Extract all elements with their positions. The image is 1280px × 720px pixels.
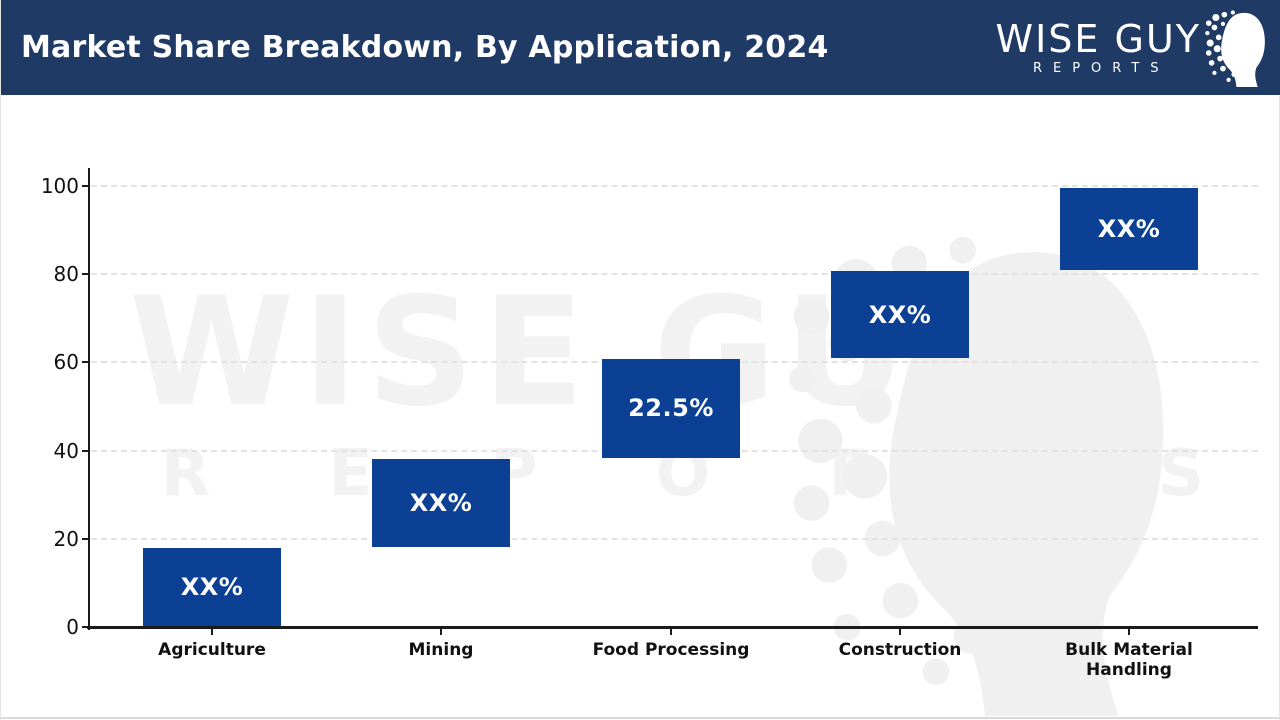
bar-construction: XX%: [831, 271, 969, 358]
bar-value-label: XX%: [180, 573, 244, 602]
x-category-label: Bulk Material Handling: [1065, 640, 1193, 681]
bar-mining: XX%: [372, 458, 510, 547]
y-tick-mark: [82, 537, 89, 540]
y-tick-mark: [82, 626, 89, 628]
bar-food-processing: 22.5%: [602, 358, 740, 459]
y-axis-line: [88, 168, 90, 630]
gridline: [91, 185, 1258, 187]
x-tick-mark: [899, 629, 901, 635]
y-tick-label: 60: [53, 350, 79, 375]
x-tick-mark: [1128, 629, 1130, 635]
y-tick-label: 0: [66, 615, 79, 639]
y-tick-mark: [82, 273, 89, 276]
bar-value-label: 22.5%: [628, 394, 714, 423]
bar-value-label: XX%: [868, 300, 932, 329]
wise-guy-logo: WISE GUY REPORTS: [996, 9, 1267, 87]
bottom-divider: [1, 717, 1279, 719]
x-category-label: Mining: [408, 640, 474, 660]
gridline: [91, 537, 1258, 540]
y-tick-mark: [82, 449, 89, 452]
gridline: [91, 273, 1258, 276]
x-tick-mark: [440, 629, 442, 635]
x-tick-mark: [670, 629, 672, 635]
x-category-label: Food Processing: [592, 640, 750, 660]
bar-value-label: XX%: [1097, 214, 1161, 243]
x-category-label: Construction: [838, 640, 962, 660]
bar-agriculture: XX%: [143, 547, 281, 627]
x-category-label: Agriculture: [158, 640, 266, 660]
y-tick-mark: [82, 361, 89, 364]
page-title: Market Share Breakdown, By Application, …: [21, 30, 829, 65]
logo-wordmark: WISE GUY: [995, 17, 1201, 61]
x-axis-line: [87, 626, 1258, 629]
bar-value-label: XX%: [409, 488, 473, 517]
y-tick-label: 20: [53, 526, 79, 551]
bar-bulk-material-handling: XX%: [1060, 187, 1198, 271]
y-tick-label: 100: [40, 174, 79, 198]
y-tick-label: 80: [53, 262, 79, 287]
y-tick-mark: [82, 185, 89, 187]
logo-text: WISE GUY REPORTS: [996, 20, 1201, 75]
logo-subtitle: REPORTS: [1032, 61, 1170, 76]
x-tick-mark: [211, 629, 213, 635]
y-tick-label: 40: [53, 438, 79, 463]
header-band: Market Share Breakdown, By Application, …: [1, 0, 1280, 95]
